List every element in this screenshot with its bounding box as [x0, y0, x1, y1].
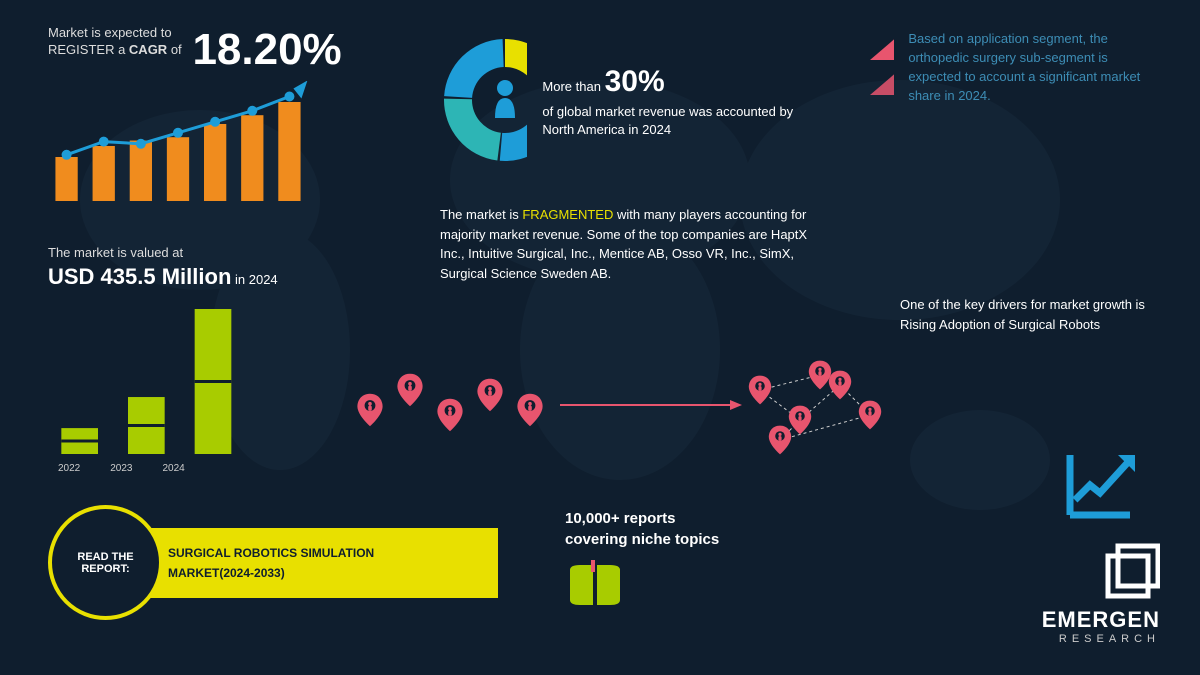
growth-arrow-icon: [1060, 445, 1140, 525]
cagr-label: Market is expected to REGISTER a CAGR of: [48, 25, 188, 59]
logo-sub: RESEARCH: [1042, 633, 1160, 645]
driver-text: One of the key drivers for market growth…: [900, 295, 1160, 334]
cagr-section: Market is expected to REGISTER a CAGR of…: [48, 25, 448, 206]
cta-circle[interactable]: READ THE REPORT:: [48, 505, 163, 620]
logo: EMERGEN RESEARCH: [1042, 542, 1160, 645]
double-chevron-up-icon: [870, 30, 894, 120]
valuation-section: The market is valued at USD 435.5 Millio…: [48, 245, 328, 474]
fragmented-text: The market is FRAGMENTED with many playe…: [440, 205, 810, 283]
cagr-value: 18.20%: [192, 25, 341, 75]
cagr-bar-line-chart: [48, 81, 308, 201]
valuation-bar-chart: [48, 304, 248, 454]
valuation-amount: USD 435.5 Million in 2024: [48, 264, 328, 290]
donut-text: More than 30% of global market revenue w…: [542, 61, 800, 139]
logo-square-icon: [1100, 542, 1160, 602]
valuation-year-labels: 202220232024: [58, 463, 328, 474]
book-icon: [565, 560, 625, 615]
cta-section[interactable]: READ THE REPORT: SURGICAL ROBOTICS SIMUL…: [48, 505, 498, 620]
valuation-label: The market is valued at: [48, 245, 328, 260]
triangles-text: Based on application segment, the orthop…: [908, 30, 1160, 120]
triangles-section: Based on application segment, the orthop…: [870, 30, 1160, 120]
pin-network: [350, 360, 910, 470]
cta-banner[interactable]: SURGICAL ROBOTICS SIMULATION MARKET(2024…: [138, 528, 498, 598]
reports-count: 10,000+ reports: [565, 508, 785, 529]
reports-sub: covering niche topics: [565, 529, 785, 550]
donut-chart: [440, 35, 527, 165]
reports-section: 10,000+ reports covering niche topics: [565, 508, 785, 620]
logo-name: EMERGEN: [1042, 607, 1160, 633]
donut-section: More than 30% of global market revenue w…: [440, 35, 800, 165]
